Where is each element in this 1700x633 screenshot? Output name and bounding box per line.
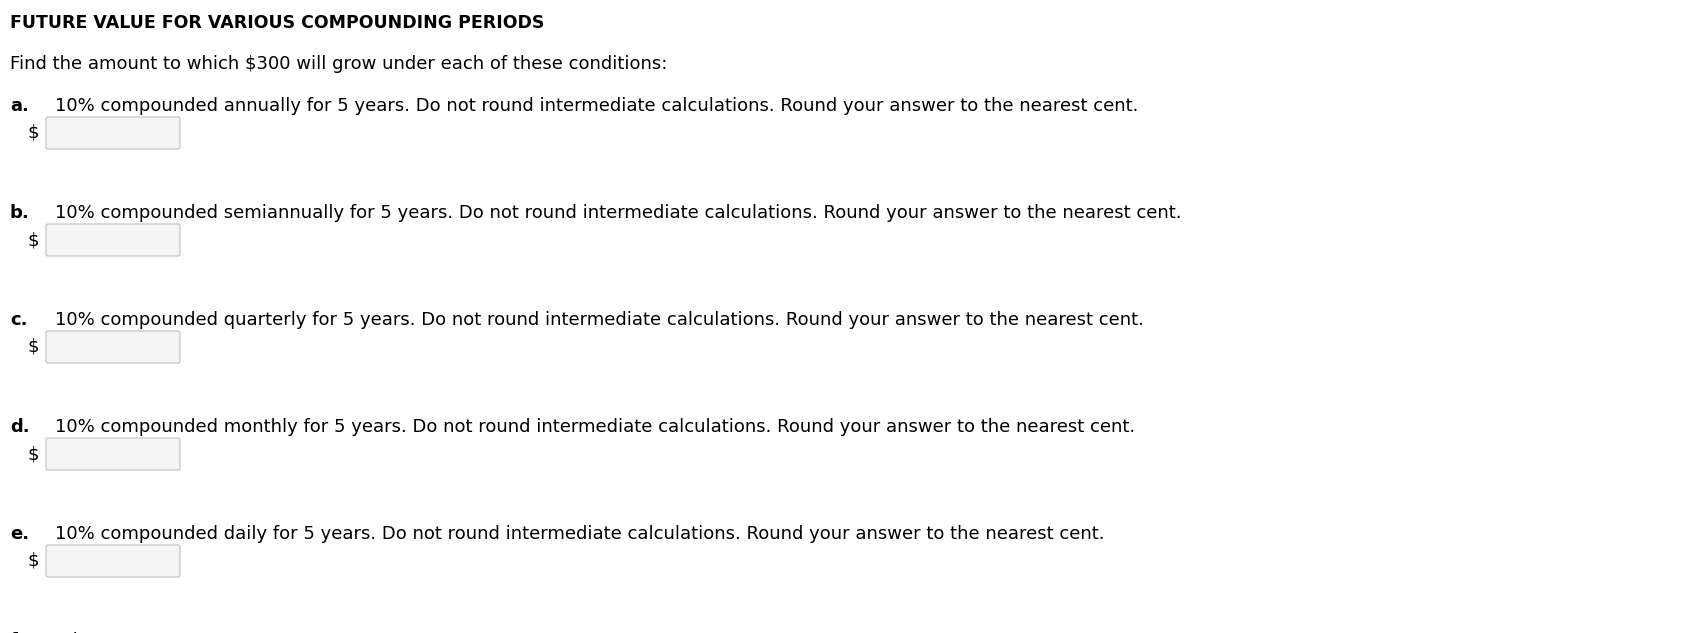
Text: a.: a. bbox=[10, 97, 29, 115]
Text: d.: d. bbox=[10, 418, 29, 436]
Text: 10% compounded daily for 5 years. Do not round intermediate calculations. Round : 10% compounded daily for 5 years. Do not… bbox=[54, 525, 1105, 543]
Text: FUTURE VALUE FOR VARIOUS COMPOUNDING PERIODS: FUTURE VALUE FOR VARIOUS COMPOUNDING PER… bbox=[10, 14, 544, 32]
Text: b.: b. bbox=[10, 204, 29, 222]
Text: 10% compounded annually for 5 years. Do not round intermediate calculations. Rou: 10% compounded annually for 5 years. Do … bbox=[54, 97, 1139, 115]
Text: 10% compounded monthly for 5 years. Do not round intermediate calculations. Roun: 10% compounded monthly for 5 years. Do n… bbox=[54, 418, 1136, 436]
Text: c.: c. bbox=[10, 311, 27, 329]
FancyBboxPatch shape bbox=[46, 224, 180, 256]
Text: $: $ bbox=[27, 231, 39, 249]
Text: $: $ bbox=[27, 552, 39, 570]
FancyBboxPatch shape bbox=[46, 117, 180, 149]
Text: $: $ bbox=[27, 124, 39, 142]
FancyBboxPatch shape bbox=[46, 331, 180, 363]
Text: e.: e. bbox=[10, 525, 29, 543]
Text: f.: f. bbox=[10, 632, 24, 633]
Text: $: $ bbox=[27, 445, 39, 463]
FancyBboxPatch shape bbox=[46, 438, 180, 470]
Text: $: $ bbox=[27, 338, 39, 356]
FancyBboxPatch shape bbox=[46, 545, 180, 577]
Text: 10% compounded semiannually for 5 years. Do not round intermediate calculations.: 10% compounded semiannually for 5 years.… bbox=[54, 204, 1182, 222]
Text: 10% compounded quarterly for 5 years. Do not round intermediate calculations. Ro: 10% compounded quarterly for 5 years. Do… bbox=[54, 311, 1144, 329]
Text: Find the amount to which $300 will grow under each of these conditions:: Find the amount to which $300 will grow … bbox=[10, 55, 668, 73]
Text: Wh: Wh bbox=[54, 632, 83, 633]
